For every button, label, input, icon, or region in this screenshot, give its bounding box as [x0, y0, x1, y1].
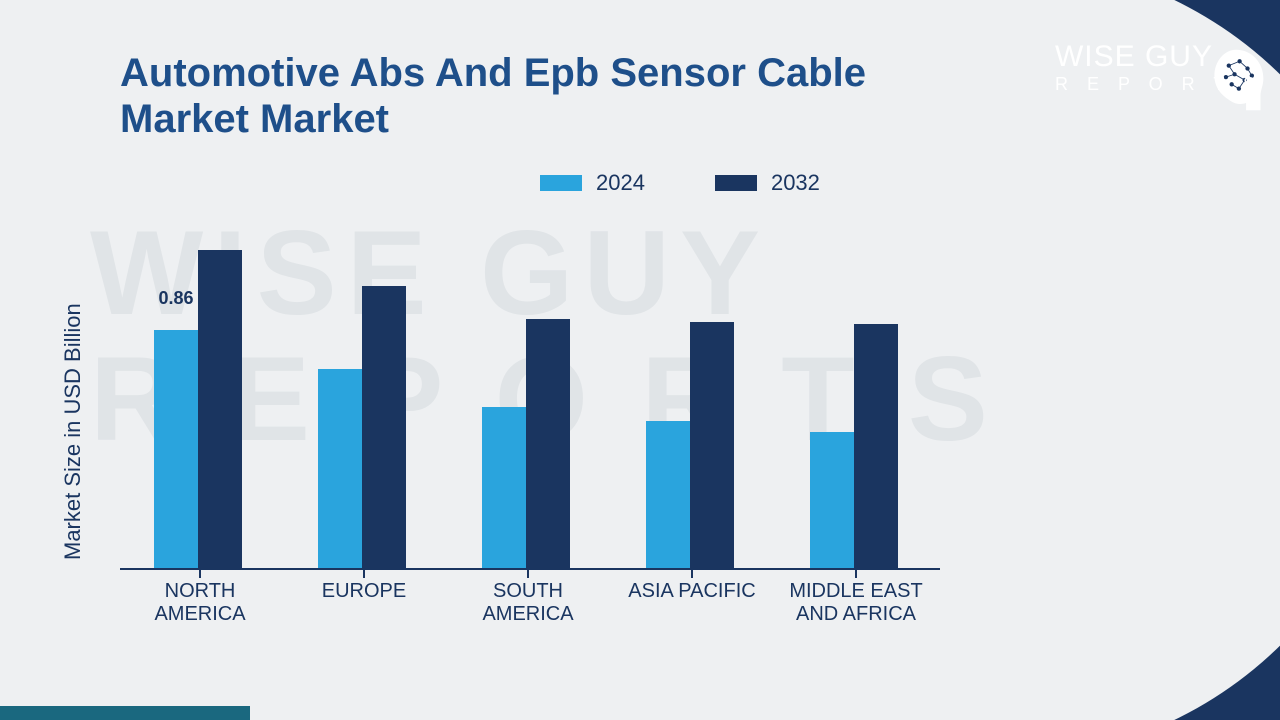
x-tick [691, 568, 693, 578]
legend-swatch-2032 [715, 175, 757, 191]
x-label: NORTH AMERICA [125, 580, 275, 626]
bar-2024 [646, 421, 690, 568]
x-tick [363, 568, 365, 578]
legend-swatch-2024 [540, 175, 582, 191]
legend-item-2024: 2024 [540, 170, 645, 196]
bar-2024 [482, 407, 526, 568]
x-label: SOUTH AMERICA [453, 580, 603, 626]
x-tick [527, 568, 529, 578]
bar-2032 [690, 322, 734, 568]
bar-2024 [810, 432, 854, 568]
legend-label-2024: 2024 [596, 170, 645, 196]
x-label: ASIA PACIFIC [617, 580, 767, 603]
bar-2032 [198, 250, 242, 568]
bar-2032 [526, 319, 570, 568]
bar-2032 [854, 324, 898, 568]
logo-line2: R E P O R T S [1055, 74, 1262, 95]
x-label: EUROPE [289, 580, 439, 603]
chart-title: Automotive Abs And Epb Sensor Cable Mark… [120, 50, 900, 142]
legend-label-2032: 2032 [771, 170, 820, 196]
brand-logo: WISE GUY R E P O R T S [1055, 40, 1262, 95]
plot-area: 0.86 [120, 210, 940, 570]
legend-item-2032: 2032 [715, 170, 820, 196]
x-tick [199, 568, 201, 578]
x-axis-labels: NORTH AMERICA EUROPE SOUTH AMERICA ASIA PAC… [120, 578, 940, 698]
x-label: MIDDLE EAST AND AFRICA [781, 580, 931, 626]
bar-2024 [154, 330, 198, 568]
bar-2032 [362, 286, 406, 568]
bar-2024 [318, 369, 362, 568]
y-axis-label: Market Size in USD Billion [60, 303, 86, 560]
bottom-accent-bar [0, 706, 250, 720]
x-tick [855, 568, 857, 578]
logo-line1: WISE GUY [1055, 40, 1262, 74]
legend: 2024 2032 [540, 170, 820, 196]
